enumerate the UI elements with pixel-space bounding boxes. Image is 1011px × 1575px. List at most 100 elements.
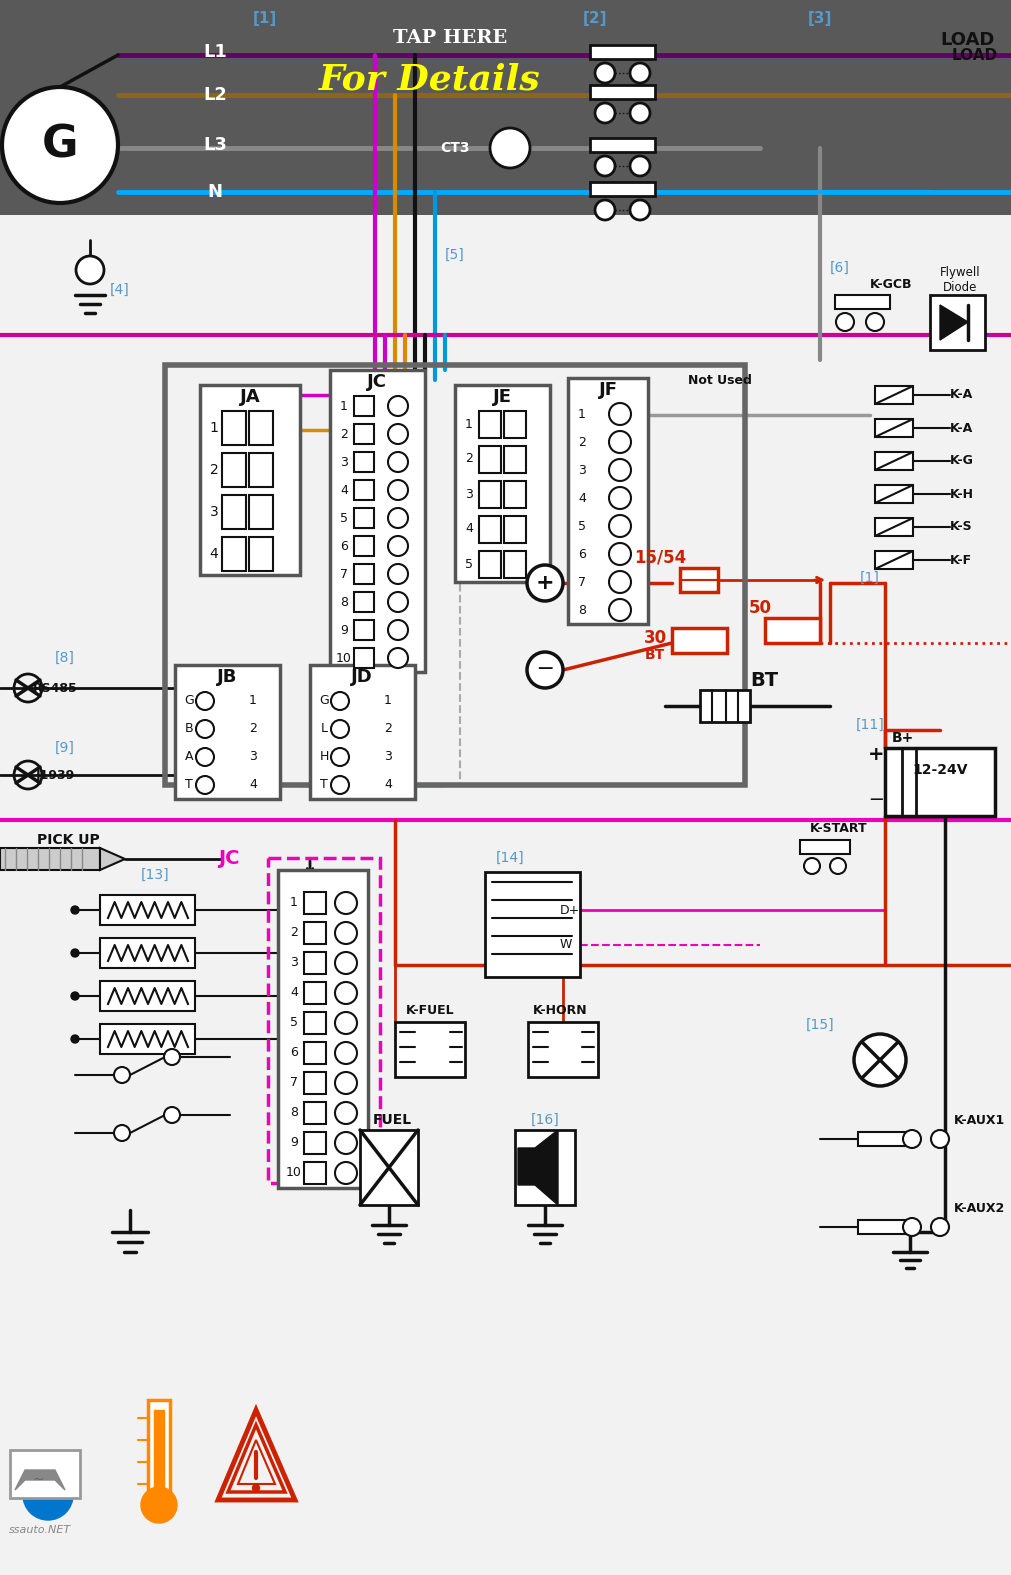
Text: JE: JE xyxy=(492,387,511,406)
Bar xyxy=(875,551,912,569)
Text: 2: 2 xyxy=(340,427,348,441)
Text: L3: L3 xyxy=(203,135,226,154)
Circle shape xyxy=(387,621,407,639)
Text: +: + xyxy=(535,573,554,594)
Bar xyxy=(589,139,654,153)
Bar xyxy=(100,895,195,925)
Text: 2: 2 xyxy=(249,723,257,736)
Text: T: T xyxy=(319,778,328,792)
Text: 2: 2 xyxy=(465,452,472,466)
Circle shape xyxy=(164,1107,180,1123)
Text: [14]: [14] xyxy=(495,850,524,865)
Text: 3: 3 xyxy=(465,488,472,501)
Circle shape xyxy=(609,543,631,565)
Text: 3: 3 xyxy=(290,956,297,970)
Circle shape xyxy=(902,1129,920,1148)
Text: 8: 8 xyxy=(290,1107,297,1120)
Bar xyxy=(354,480,374,499)
Polygon shape xyxy=(100,847,125,869)
Text: JC: JC xyxy=(218,849,240,868)
Text: 10: 10 xyxy=(286,1167,301,1180)
Text: [1]: [1] xyxy=(859,572,880,584)
Text: 4: 4 xyxy=(290,986,297,1000)
Text: 5: 5 xyxy=(340,512,348,524)
Text: 1: 1 xyxy=(290,896,297,909)
Bar xyxy=(455,384,549,583)
Text: [5]: [5] xyxy=(445,247,464,261)
Text: [1]: [1] xyxy=(253,11,277,25)
Text: TAP HERE: TAP HERE xyxy=(392,28,507,47)
Bar xyxy=(303,921,326,943)
Bar xyxy=(354,509,374,528)
Circle shape xyxy=(2,87,118,203)
Text: [8]: [8] xyxy=(55,650,75,665)
Bar xyxy=(278,869,368,1188)
Bar xyxy=(503,517,526,543)
Text: A: A xyxy=(185,751,193,764)
Circle shape xyxy=(594,200,615,221)
Text: 7: 7 xyxy=(577,575,585,589)
Bar xyxy=(154,1410,164,1498)
Circle shape xyxy=(164,1049,180,1065)
Circle shape xyxy=(141,1487,177,1523)
Text: 50: 50 xyxy=(748,598,770,617)
Bar xyxy=(503,551,526,578)
Text: LOAD: LOAD xyxy=(939,32,994,49)
Circle shape xyxy=(23,1469,73,1520)
Text: G: G xyxy=(318,695,329,707)
Polygon shape xyxy=(939,306,968,340)
Bar xyxy=(330,370,425,673)
Bar xyxy=(100,939,195,969)
Bar xyxy=(249,495,273,529)
Circle shape xyxy=(630,156,649,176)
Circle shape xyxy=(335,1132,357,1154)
Circle shape xyxy=(609,403,631,425)
Circle shape xyxy=(387,509,407,528)
Circle shape xyxy=(387,536,407,556)
Circle shape xyxy=(387,592,407,613)
Bar xyxy=(303,1013,326,1035)
Bar xyxy=(589,46,654,58)
Bar xyxy=(875,386,912,405)
Bar xyxy=(885,748,994,816)
Text: 6: 6 xyxy=(577,548,585,561)
Text: ─: ─ xyxy=(869,791,881,810)
Text: ~: ~ xyxy=(32,1473,43,1487)
Text: 3: 3 xyxy=(340,455,348,468)
Text: J1939: J1939 xyxy=(35,769,75,781)
Bar xyxy=(249,537,273,572)
Bar xyxy=(875,518,912,536)
Bar xyxy=(875,452,912,469)
Text: ─: ─ xyxy=(538,660,551,680)
Text: CT3: CT3 xyxy=(440,142,469,154)
Bar xyxy=(200,384,299,575)
Circle shape xyxy=(387,424,407,444)
Bar xyxy=(875,485,912,502)
Bar xyxy=(303,1132,326,1154)
Circle shape xyxy=(609,432,631,454)
Bar xyxy=(100,981,195,1011)
Text: 4: 4 xyxy=(577,491,585,504)
Circle shape xyxy=(335,1073,357,1095)
Bar xyxy=(303,891,326,914)
Bar xyxy=(0,0,1011,216)
Circle shape xyxy=(527,565,562,602)
Text: 30: 30 xyxy=(643,628,666,647)
Text: [16]: [16] xyxy=(530,1114,559,1128)
Text: 1: 1 xyxy=(577,408,585,421)
Text: JA: JA xyxy=(240,387,260,406)
Text: W: W xyxy=(559,939,572,951)
Bar xyxy=(221,495,246,529)
Text: 5: 5 xyxy=(577,520,585,532)
Text: K-S: K-S xyxy=(949,520,972,534)
Circle shape xyxy=(594,102,615,123)
Circle shape xyxy=(114,1125,129,1140)
Bar xyxy=(394,1022,464,1077)
Text: K-FUEL: K-FUEL xyxy=(405,1003,454,1016)
Text: K-G: K-G xyxy=(949,455,973,468)
Text: 4: 4 xyxy=(340,484,348,496)
Text: 4: 4 xyxy=(465,523,472,536)
Circle shape xyxy=(335,921,357,943)
Circle shape xyxy=(527,652,562,688)
Circle shape xyxy=(609,515,631,537)
